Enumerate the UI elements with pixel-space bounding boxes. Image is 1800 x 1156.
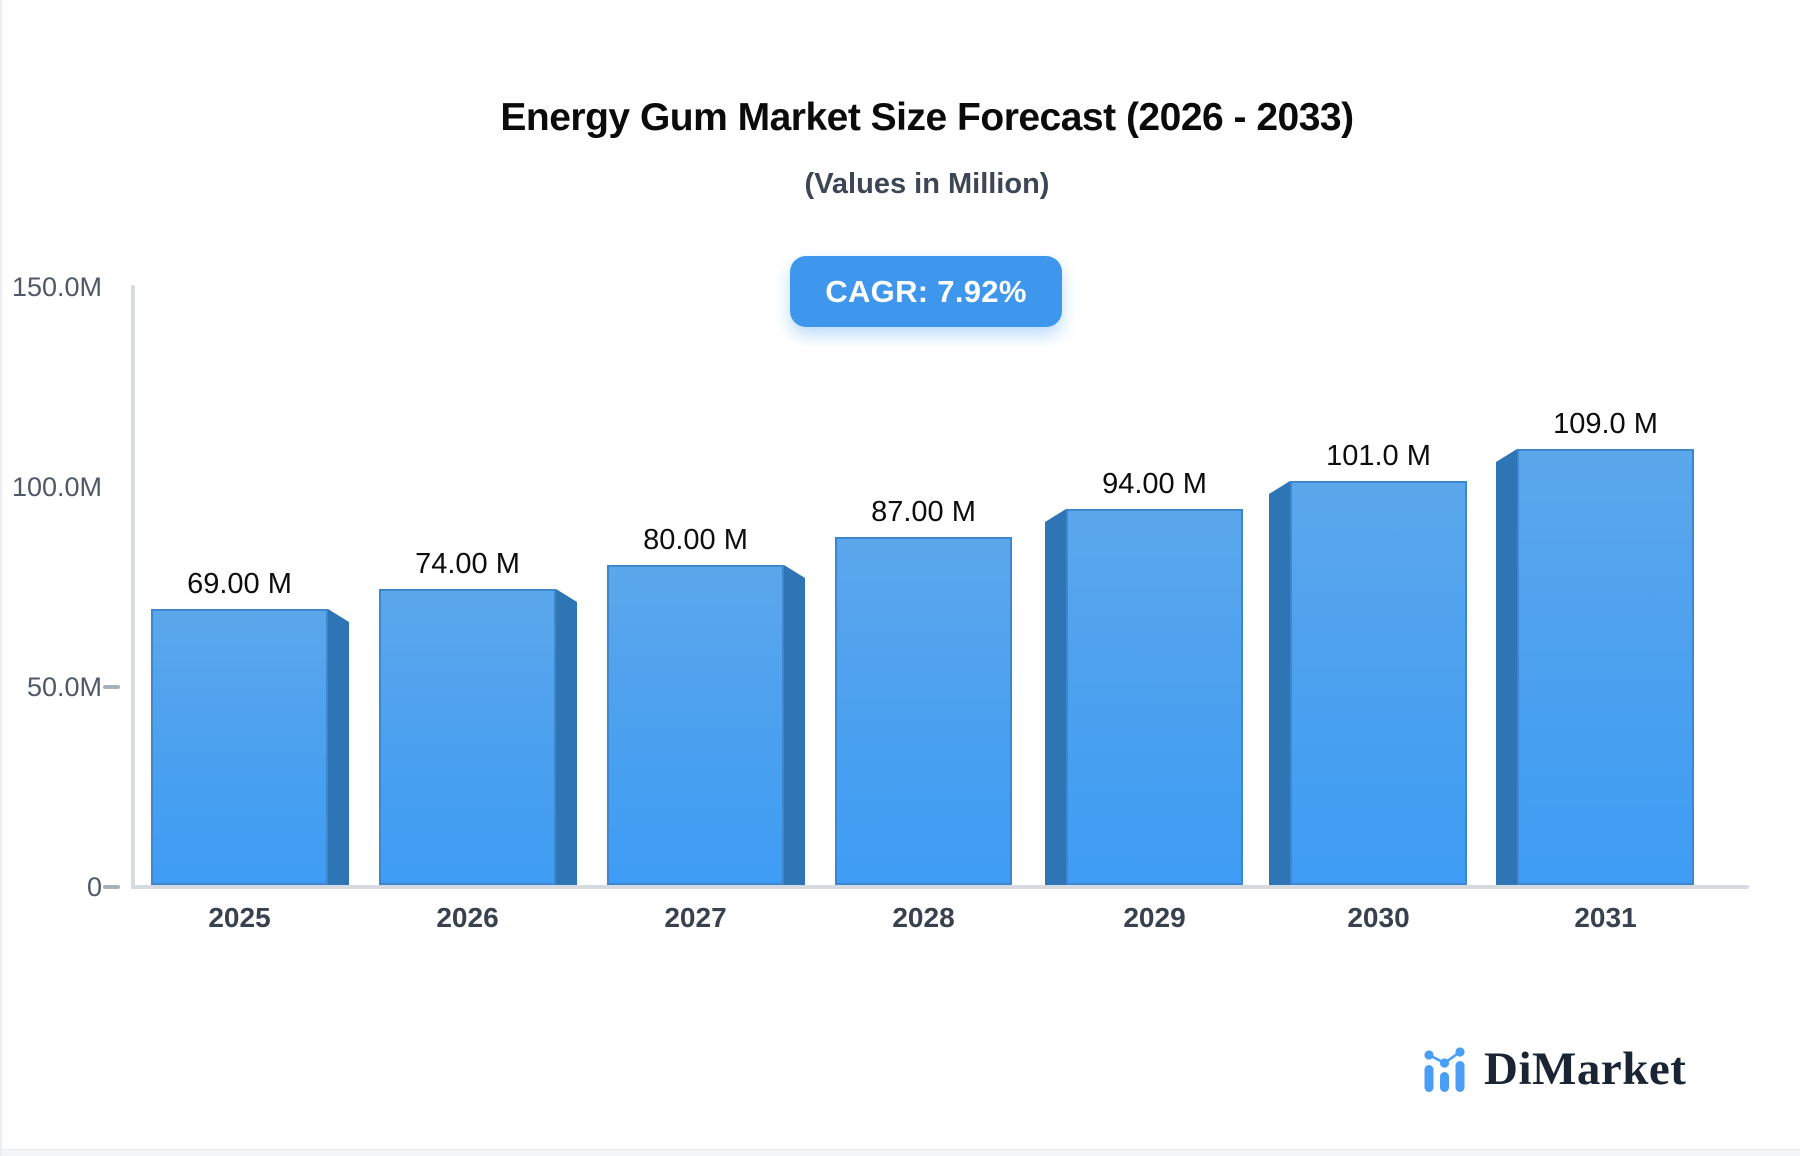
x-axis-baseline	[131, 885, 1749, 889]
y-tick-label-0: 0	[86, 872, 102, 902]
bar-value-label-2025: 69.00 M	[187, 568, 292, 600]
x-tick-label-2031: 2031	[1574, 902, 1637, 933]
y-axis-line	[131, 285, 135, 889]
y-tick-label-100: 100.0M	[11, 472, 102, 502]
x-tick-label-2025: 2025	[208, 902, 271, 933]
bar-2028	[835, 537, 1012, 885]
bar-2031	[1517, 449, 1694, 885]
bar-side-face-2029	[1045, 509, 1066, 885]
bar-2026	[379, 589, 556, 885]
bar-value-label-2031: 109.0 M	[1553, 408, 1658, 440]
x-tick-label-2030: 2030	[1347, 902, 1410, 933]
bar-side-face-2030	[1269, 481, 1290, 885]
y-tick-mark-0	[103, 885, 120, 889]
page-bottom-border	[2, 1149, 1800, 1156]
dimarket-logo: DiMarket	[1422, 1040, 1686, 1098]
x-tick-label-2029: 2029	[1123, 902, 1186, 933]
bar-value-label-2028: 87.00 M	[871, 496, 976, 528]
chart-title: Energy Gum Market Size Forecast (2026 - …	[500, 96, 1354, 139]
bar-chart-logo-icon	[1424, 1047, 1465, 1092]
bar-2027	[607, 565, 784, 885]
x-tick-label-2026: 2026	[436, 902, 499, 933]
bar-side-face-2025	[328, 609, 349, 885]
bar-side-face-2026	[556, 589, 577, 885]
bar-value-label-2030: 101.0 M	[1326, 440, 1431, 472]
bar-value-label-2027: 80.00 M	[643, 524, 748, 556]
y-tick-mark-50	[103, 685, 120, 689]
y-tick-label-50: 50.0M	[26, 672, 102, 702]
bar-2029	[1066, 509, 1243, 885]
bar-2030	[1290, 481, 1467, 885]
bar-value-label-2026: 74.00 M	[415, 548, 520, 580]
bar-2025	[151, 609, 328, 885]
bar-side-face-2031	[1496, 449, 1517, 885]
y-tick-label-150: 150.0M	[11, 272, 102, 302]
cagr-badge: CAGR: 7.92%	[790, 256, 1062, 327]
bar-value-label-2029: 94.00 M	[1102, 468, 1207, 500]
x-tick-label-2028: 2028	[892, 902, 955, 933]
cagr-badge-label: CAGR: 7.92%	[825, 273, 1027, 309]
bar-side-face-2027	[784, 565, 805, 885]
chart-subtitle: (Values in Million)	[804, 168, 1050, 200]
x-tick-label-2027: 2027	[664, 902, 727, 933]
logo-text: DiMarket	[1484, 1043, 1687, 1095]
